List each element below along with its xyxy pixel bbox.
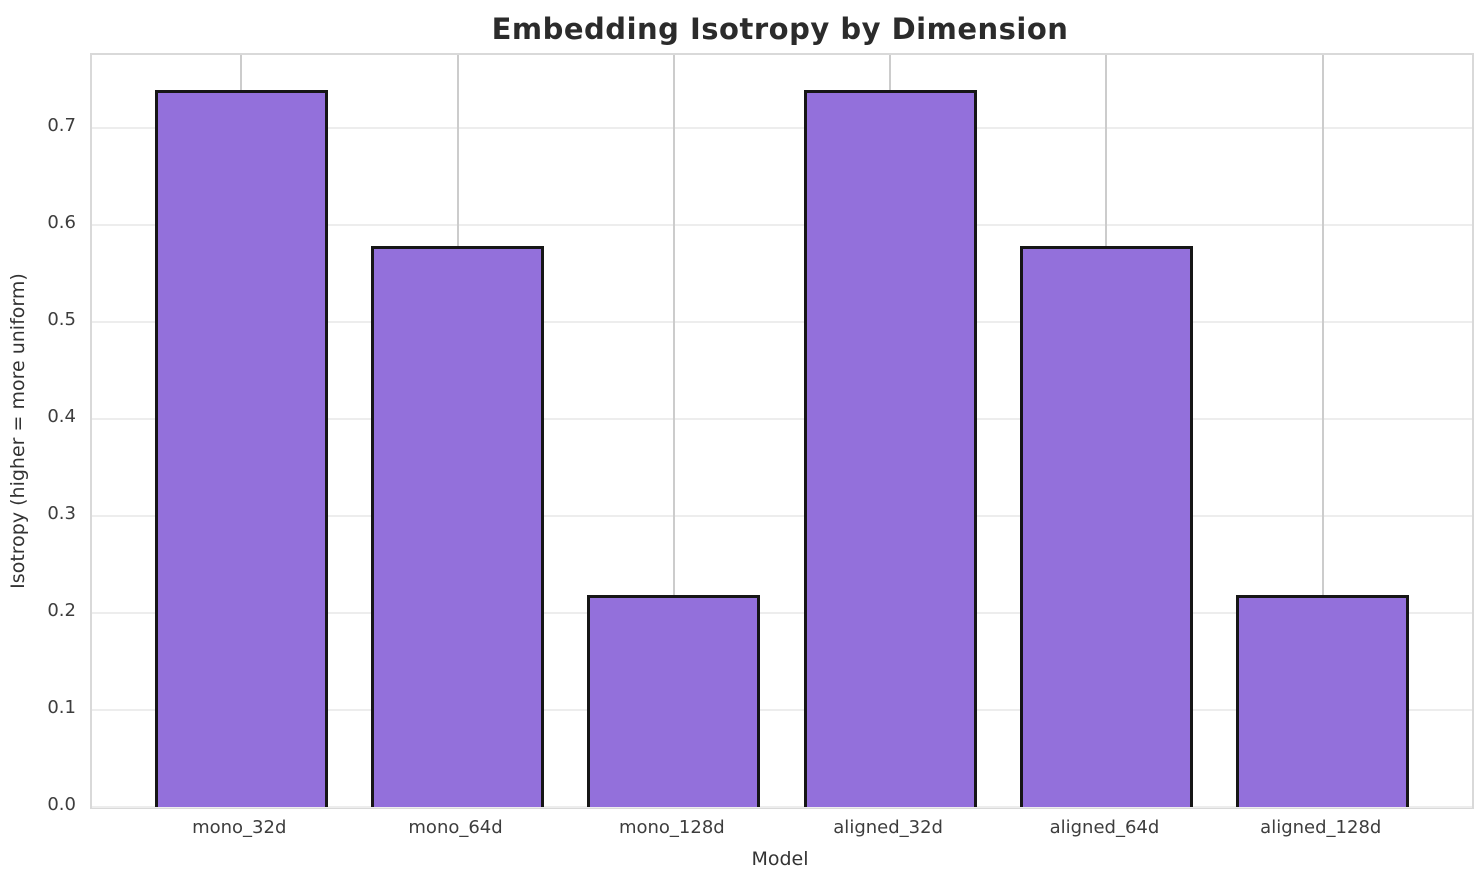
y-axis-label: Isotropy (higher = more uniform) <box>7 273 29 589</box>
x-gridline <box>1321 55 1324 807</box>
y-gridline <box>92 126 1472 129</box>
x-axis-label: Model <box>751 848 809 870</box>
x-tick-label: mono_64d <box>408 817 503 838</box>
y-tick-label: 0.3 <box>47 502 76 524</box>
y-gridline <box>92 223 1472 226</box>
bar-aligned_128d <box>1236 595 1410 807</box>
chart-title: Embedding Isotropy by Dimension <box>491 12 1069 46</box>
y-gridline <box>92 806 1472 808</box>
bar-mono_32d <box>154 89 328 807</box>
x-gridline <box>672 55 675 807</box>
y-tick-label: 0.5 <box>47 308 76 330</box>
y-gridline <box>92 708 1472 711</box>
bar-mono_64d <box>371 246 545 807</box>
y-tick-label: 0.0 <box>47 794 76 815</box>
bar-mono_128d <box>587 595 761 807</box>
x-tick-label: aligned_64d <box>1049 817 1160 838</box>
y-gridline <box>92 611 1472 614</box>
y-tick-label: 0.7 <box>47 114 76 136</box>
y-gridline <box>92 320 1472 323</box>
y-tick-label: 0.2 <box>47 599 76 621</box>
x-tick-label: mono_32d <box>192 817 287 838</box>
bar-aligned_32d <box>803 89 977 807</box>
y-tick-label: 0.4 <box>47 405 76 427</box>
bar-aligned_64d <box>1019 246 1193 807</box>
plot-area <box>90 53 1474 809</box>
x-tick-label: aligned_128d <box>1260 817 1382 838</box>
x-tick-label: mono_128d <box>618 817 725 838</box>
y-gridline <box>92 417 1472 420</box>
x-tick-label: aligned_32d <box>833 817 943 838</box>
y-tick-label: 0.1 <box>47 696 76 718</box>
y-tick-label: 0.6 <box>47 211 76 233</box>
y-gridline <box>92 514 1472 517</box>
